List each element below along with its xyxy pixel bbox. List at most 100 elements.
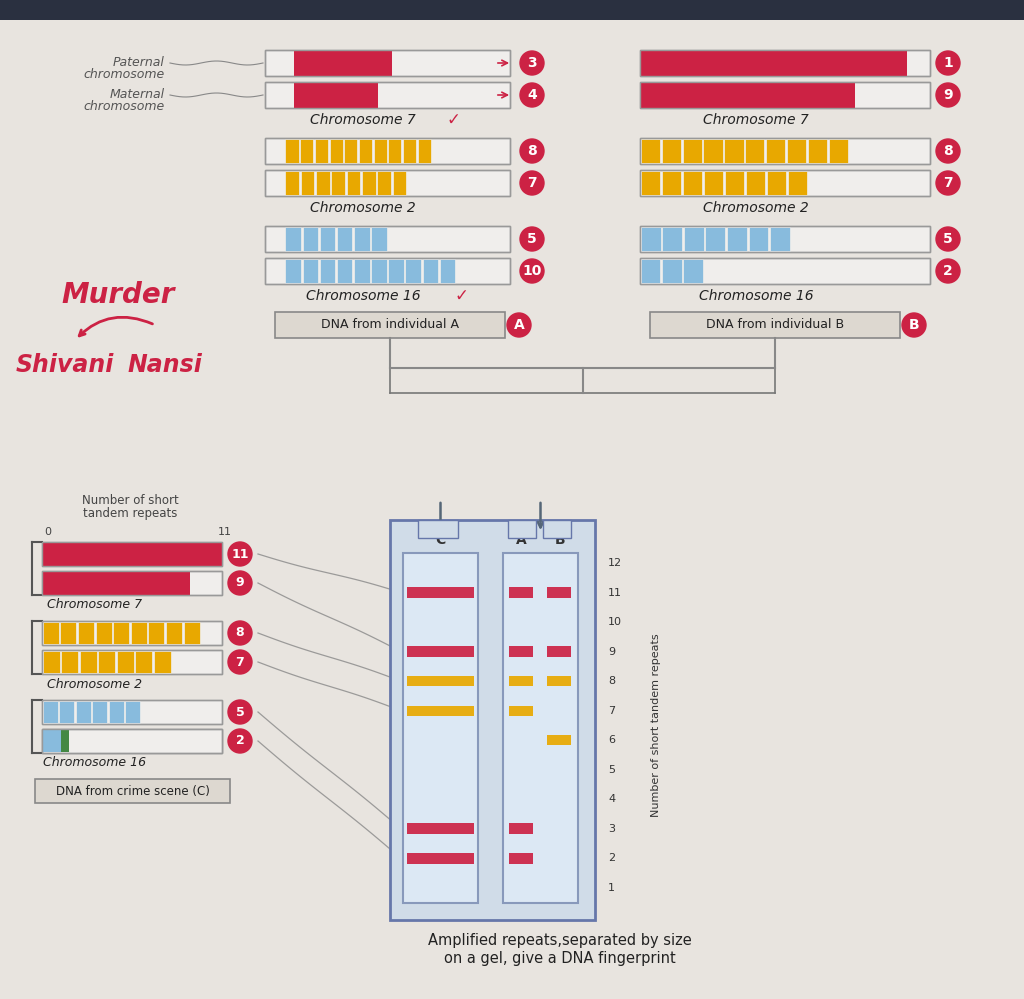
Text: DNA from individual A: DNA from individual A [321, 319, 459, 332]
Bar [43, 651, 59, 673]
Text: B: B [908, 318, 920, 332]
Bar [407, 823, 474, 834]
Bar [265, 226, 510, 252]
Circle shape [228, 729, 252, 753]
Bar [354, 227, 370, 251]
Bar [347, 171, 360, 195]
Text: B: B [555, 533, 565, 547]
Bar [392, 171, 407, 195]
Bar [749, 227, 768, 251]
Circle shape [520, 83, 544, 107]
Bar [727, 227, 746, 251]
Text: C: C [435, 533, 445, 547]
Bar [42, 650, 222, 674]
Text: Shivani: Shivani [15, 353, 115, 377]
Bar [295, 83, 378, 108]
Text: ✓: ✓ [454, 287, 468, 305]
Bar [745, 139, 765, 163]
Bar [301, 171, 314, 195]
Circle shape [936, 227, 961, 251]
Bar [275, 312, 505, 338]
Circle shape [228, 542, 252, 566]
Text: 5: 5 [527, 232, 537, 246]
Bar [35, 779, 230, 803]
Bar [358, 139, 372, 163]
Bar [547, 735, 571, 745]
Bar [543, 520, 571, 538]
Bar [767, 171, 786, 195]
Bar [59, 701, 74, 723]
Bar [509, 676, 534, 686]
Text: DNA from crime scene (C): DNA from crime scene (C) [55, 784, 210, 797]
Text: 8: 8 [943, 144, 953, 158]
Bar [42, 700, 222, 724]
Bar [265, 138, 510, 164]
Bar [503, 553, 578, 903]
Bar [509, 705, 534, 715]
Bar [403, 553, 478, 903]
Text: 11: 11 [608, 587, 622, 597]
Text: 10: 10 [522, 264, 542, 278]
Text: 11: 11 [231, 547, 249, 560]
Bar [61, 730, 69, 752]
Circle shape [936, 51, 961, 75]
Bar [641, 259, 660, 283]
Bar [745, 171, 765, 195]
Bar [43, 701, 57, 723]
Bar [371, 259, 387, 283]
Bar [117, 651, 134, 673]
Circle shape [520, 139, 544, 163]
Text: Paternal: Paternal [113, 57, 165, 70]
Circle shape [228, 650, 252, 674]
Text: 5: 5 [608, 765, 615, 775]
Bar [80, 651, 96, 673]
Text: A: A [514, 318, 524, 332]
Bar [640, 50, 930, 76]
Bar [265, 82, 510, 108]
Bar [166, 622, 182, 644]
Bar [547, 646, 571, 657]
Text: chromosome: chromosome [84, 68, 165, 81]
Bar [295, 51, 392, 76]
Bar [42, 729, 222, 753]
Text: 5: 5 [236, 705, 245, 718]
Bar [377, 171, 391, 195]
Bar [683, 259, 703, 283]
Circle shape [936, 259, 961, 283]
Text: Number of short: Number of short [82, 494, 178, 506]
Bar [641, 171, 660, 195]
Bar [76, 701, 91, 723]
Bar [183, 622, 200, 644]
Bar [406, 259, 421, 283]
Bar [337, 227, 352, 251]
Bar [683, 171, 702, 195]
Bar [374, 139, 387, 163]
Bar [640, 138, 930, 164]
Text: 3: 3 [527, 56, 537, 70]
Bar [640, 258, 930, 284]
Bar [42, 571, 189, 594]
Bar [265, 170, 510, 196]
Text: 2: 2 [608, 853, 615, 863]
Bar [361, 171, 376, 195]
Bar [509, 853, 534, 864]
Text: 8: 8 [527, 144, 537, 158]
Circle shape [228, 571, 252, 595]
Bar [330, 139, 343, 163]
Text: ✓: ✓ [446, 111, 460, 129]
Circle shape [520, 171, 544, 195]
Circle shape [228, 621, 252, 645]
Bar [418, 520, 458, 538]
Text: on a gel, give a DNA fingerprint: on a gel, give a DNA fingerprint [444, 950, 676, 965]
Text: 7: 7 [608, 705, 615, 715]
Bar [286, 139, 299, 163]
Bar [42, 542, 222, 565]
Bar [265, 170, 510, 196]
Bar [114, 622, 129, 644]
Text: 1: 1 [943, 56, 953, 70]
Bar [683, 139, 701, 163]
Text: 2: 2 [943, 264, 953, 278]
Bar [265, 50, 510, 76]
Text: 0: 0 [44, 527, 51, 537]
Bar [42, 729, 222, 753]
